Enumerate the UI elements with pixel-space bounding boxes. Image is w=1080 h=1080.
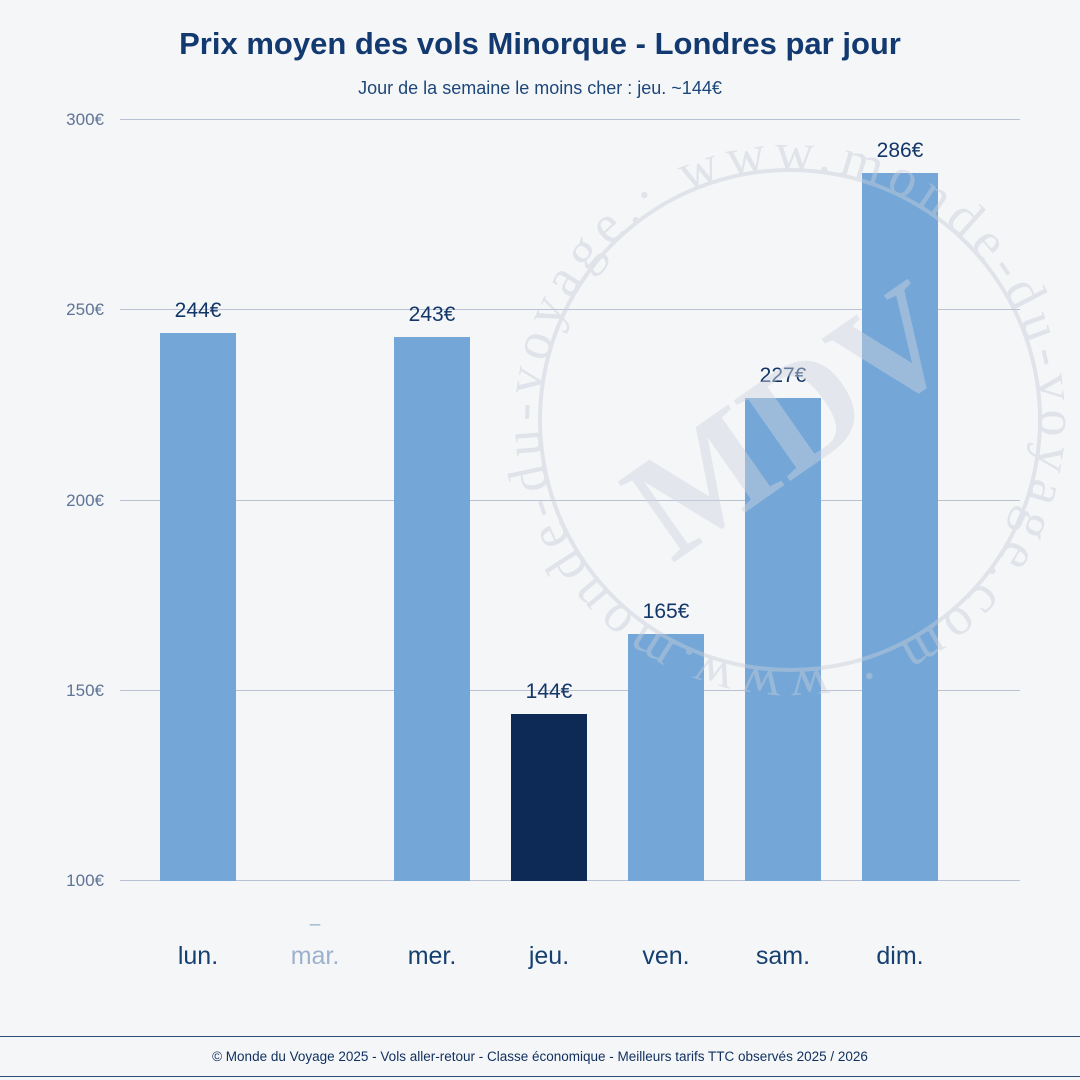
y-axis-tick-label: 150€ xyxy=(66,680,104,700)
footer-text: © Monde du Voyage 2025 - Vols aller-reto… xyxy=(212,1049,868,1064)
gridline xyxy=(120,689,1020,691)
missing-data-marker-mar: – xyxy=(309,914,321,935)
footer: © Monde du Voyage 2025 - Vols aller-reto… xyxy=(0,1036,1080,1077)
bar-lun xyxy=(160,333,236,881)
bar-value-label-lun: 244€ xyxy=(174,299,222,323)
bar-value-label-jeu: 144€ xyxy=(525,679,573,703)
x-axis-label-lun: lun. xyxy=(177,942,219,970)
gridline xyxy=(120,309,1020,311)
y-axis-tick-label: 250€ xyxy=(66,300,104,320)
y-axis-tick-label: 100€ xyxy=(66,871,104,890)
x-axis-label-ven: ven. xyxy=(642,942,690,970)
chart-title: Prix moyen des vols Minorque - Londres p… xyxy=(179,26,901,61)
footer-divider-top xyxy=(0,1036,1080,1037)
y-axis-tick-label: 200€ xyxy=(66,490,104,510)
x-axis-label-jeu: jeu. xyxy=(528,942,570,970)
footer-divider-bottom xyxy=(0,1076,1080,1077)
x-axis-label-mar: mar. xyxy=(290,942,340,970)
bar-mer xyxy=(394,336,470,881)
y-axis-tick-label: 300€ xyxy=(66,110,104,129)
bar-value-label-dim: 286€ xyxy=(876,139,924,163)
bar-value-label-ven: 165€ xyxy=(642,599,690,623)
x-axis-label-sam: sam. xyxy=(755,942,811,970)
plot-area: 300€ 250€ 200€ 150€ 100€ 244€ lun. – mar. 243€ mer… xyxy=(66,110,1020,970)
x-axis-label-dim: dim. xyxy=(876,942,924,970)
bar-dim xyxy=(862,173,938,881)
chart-subtitle: Jour de la semaine le moins cher : jeu. … xyxy=(358,78,722,98)
gridline xyxy=(120,499,1020,501)
bar-jeu xyxy=(511,713,587,881)
bar-ven xyxy=(628,633,704,881)
bar-sam xyxy=(745,397,821,881)
bar-value-label-sam: 227€ xyxy=(759,363,807,387)
x-axis-label-mer: mer. xyxy=(407,942,457,970)
bar-value-label-mer: 243€ xyxy=(408,302,456,326)
gridline xyxy=(120,119,1020,120)
